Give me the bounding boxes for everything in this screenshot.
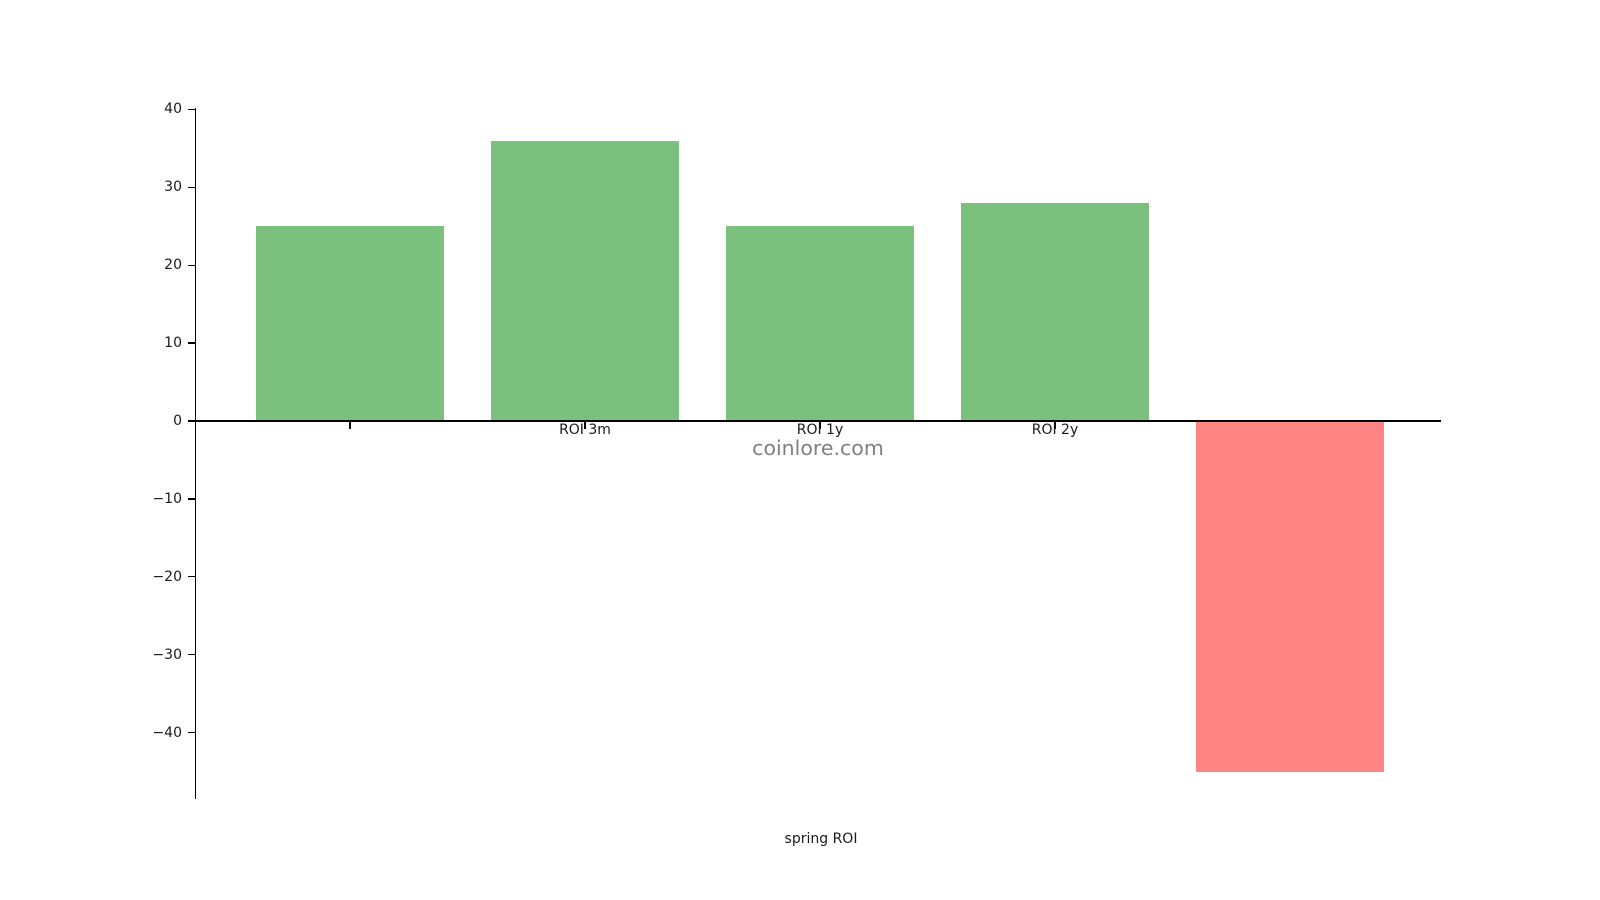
y-tick-label: 0: [173, 413, 182, 429]
x-tick-mark: [1054, 421, 1056, 429]
y-tick-label: −20: [152, 568, 182, 585]
y-tick-label: 20: [164, 257, 182, 274]
y-tick-label: −30: [152, 646, 182, 663]
x-tick-label: ROI 1y: [796, 422, 844, 438]
y-tick-label: −40: [152, 724, 182, 741]
x-tick-mark: [584, 421, 586, 429]
y-tick-label: 40: [164, 101, 182, 118]
positive-roi-bar: [961, 202, 1149, 421]
y-tick-label: −10: [152, 490, 182, 507]
watermark-text: coinlore.com: [752, 436, 884, 460]
positive-roi-bar: [256, 226, 444, 421]
y-tick-mark: [187, 264, 195, 266]
x-axis-line: [194, 420, 1441, 422]
y-tick-mark: [187, 186, 195, 188]
y-tick-mark: [187, 654, 195, 656]
y-tick-mark: [187, 108, 195, 111]
y-tick-mark: [187, 420, 195, 422]
x-tick-label: ROI 3m: [559, 422, 611, 438]
y-tick-label: 30: [164, 179, 182, 196]
y-axis-line: [194, 108, 196, 799]
y-tick-label: 10: [164, 335, 182, 352]
y-tick-mark: [187, 576, 195, 578]
positive-roi-bar: [726, 226, 914, 421]
x-tick-label: ROI 2y: [1031, 422, 1079, 438]
positive-roi-bar: [491, 140, 679, 421]
y-tick-mark: [187, 731, 195, 734]
x-tick-mark: [349, 421, 351, 429]
y-tick-mark: [187, 342, 195, 344]
x-tick-mark: [819, 421, 821, 429]
y-tick-mark: [187, 498, 195, 500]
x-axis-title: spring ROI: [784, 831, 858, 847]
negative-roi-bar: [1196, 421, 1384, 773]
